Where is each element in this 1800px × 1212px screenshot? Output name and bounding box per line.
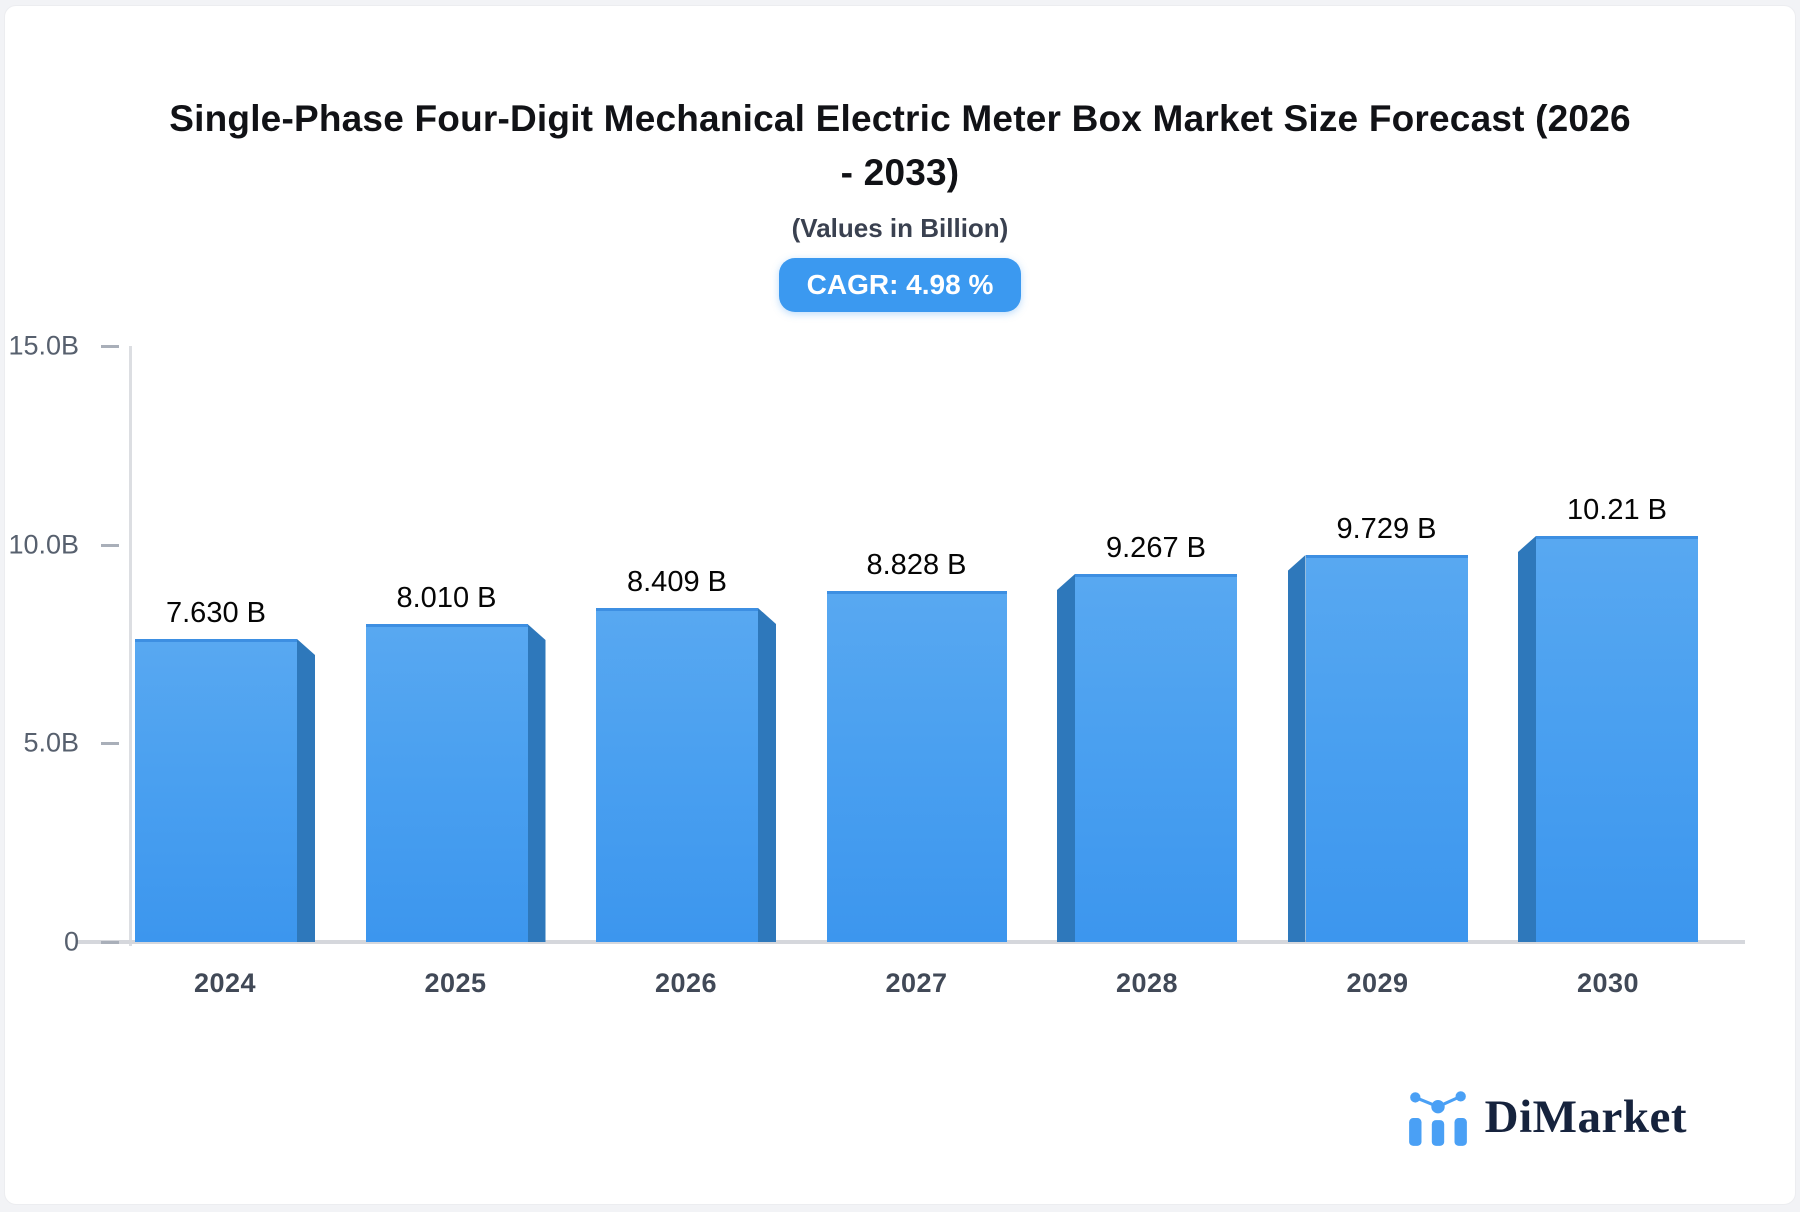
chart-title: Single-Phase Four-Digit Mechanical Elect…	[100, 92, 1700, 199]
bar-2026	[596, 608, 776, 942]
bar-front-face	[826, 591, 1007, 942]
bar-value-label: 8.409 B	[627, 566, 727, 598]
y-axis-tick	[101, 742, 119, 746]
bar-2029	[1287, 555, 1468, 942]
brand-name: DiMarket	[1484, 1091, 1687, 1143]
bar-value-label: 9.729 B	[1336, 513, 1437, 545]
bar-front-face	[1305, 555, 1468, 942]
bar-chart: 15.0B 10.0B 5.0B 0 7.630 B 2024 8.010 B 2025 8.4…	[5, 6, 1795, 1204]
chart-title-line1: Single-Phase Four-Digit Mechanical Elect…	[169, 98, 1631, 139]
y-axis-label: 0	[63, 926, 79, 957]
bar-front-face	[1536, 536, 1698, 942]
bar-side-face	[527, 624, 546, 942]
y-axis-tick	[101, 543, 119, 547]
bar-front-face	[365, 624, 528, 942]
bar-2024	[135, 639, 315, 942]
x-axis-label-2026: 2026	[654, 968, 718, 998]
bar-value-label: 7.630 B	[166, 597, 266, 629]
bar-side-face	[1287, 555, 1306, 942]
bar-line-chart-logo-icon	[1408, 1091, 1467, 1146]
bar-value-label: 8.010 B	[396, 582, 497, 614]
y-axis-tick	[101, 344, 119, 348]
bar-front-face	[135, 639, 297, 942]
bar-front-face	[1075, 574, 1237, 942]
chart-title-line2: - 2033)	[840, 151, 960, 193]
bar-2030	[1518, 536, 1698, 942]
chart-header: Single-Phase Four-Digit Mechanical Elect…	[5, 92, 1795, 313]
bar-2028	[1057, 574, 1237, 942]
y-axis-label: 5.0B	[23, 727, 79, 758]
bar-side-face	[297, 639, 315, 942]
cagr-badge: CAGR: 4.98 %	[778, 258, 1022, 313]
y-axis-line	[129, 346, 132, 946]
chart-card: Single-Phase Four-Digit Mechanical Elect…	[4, 5, 1796, 1205]
bar-value-label: 9.267 B	[1106, 532, 1206, 564]
brand-logo: DiMarket	[1405, 1084, 1687, 1150]
bar-2027	[826, 591, 1007, 942]
y-axis-label: 15.0B	[8, 330, 79, 361]
y-axis-label: 10.0B	[8, 529, 79, 559]
bar-side-face	[1518, 536, 1536, 942]
bar-2025	[365, 624, 546, 942]
bar-side-face	[758, 608, 776, 942]
x-axis-label-2025: 2025	[424, 968, 487, 998]
x-axis-label-2024: 2024	[193, 968, 257, 998]
x-axis-label-2027: 2027	[885, 968, 948, 998]
x-axis-label-2030: 2030	[1576, 968, 1640, 998]
x-axis-label-2029: 2029	[1346, 968, 1409, 998]
bar-value-label: 8.828 B	[866, 549, 967, 581]
x-axis-label-2028: 2028	[1115, 968, 1179, 998]
y-axis-tick	[101, 941, 119, 944]
x-axis-line	[77, 940, 1745, 944]
bar-front-face	[596, 608, 758, 942]
chart-subtitle: (Values in Billion)	[791, 213, 1009, 244]
bar-side-face	[1057, 574, 1075, 942]
bar-value-label: 10.21 B	[1567, 494, 1667, 526]
